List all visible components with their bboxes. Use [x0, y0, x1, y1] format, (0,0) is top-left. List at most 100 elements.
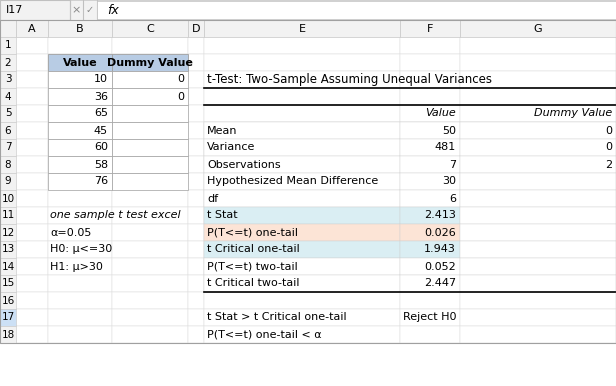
Bar	[460, 37, 616, 54]
Text: 6: 6	[449, 193, 456, 203]
Bar	[16, 173, 48, 190]
Bar	[112, 88, 188, 105]
Bar	[460, 190, 616, 207]
Bar	[188, 207, 204, 224]
Bar	[400, 173, 460, 190]
Bar	[188, 241, 204, 258]
Bar	[400, 190, 460, 207]
Bar	[204, 258, 400, 275]
Text: G: G	[533, 24, 542, 34]
Text: Dummy Value: Dummy Value	[107, 58, 193, 68]
Bar	[16, 71, 48, 88]
Bar	[188, 190, 204, 207]
Bar	[460, 190, 616, 207]
Bar	[400, 207, 460, 224]
Text: t Stat > t Critical one-tail: t Stat > t Critical one-tail	[207, 313, 347, 322]
Bar	[48, 88, 112, 105]
Bar	[460, 88, 616, 105]
Bar	[16, 88, 48, 105]
Bar	[460, 224, 616, 241]
Bar	[48, 105, 112, 122]
Bar	[204, 71, 400, 88]
Bar	[112, 71, 188, 88]
Bar	[460, 139, 616, 156]
Bar	[48, 122, 112, 139]
Bar	[112, 241, 188, 258]
Text: E: E	[299, 24, 306, 34]
Bar	[48, 88, 112, 105]
Bar	[97, 1, 616, 19]
Bar	[0, 0, 616, 20]
Text: B: B	[76, 24, 84, 34]
Bar	[16, 37, 48, 54]
Bar	[188, 258, 204, 275]
Bar	[0, 292, 16, 309]
Bar	[0, 309, 16, 326]
Bar	[204, 54, 400, 71]
Text: t Stat: t Stat	[207, 210, 238, 220]
Bar	[112, 326, 188, 343]
Bar	[0, 20, 16, 37]
Bar	[204, 173, 400, 190]
Bar	[0, 122, 16, 139]
Text: 7: 7	[5, 142, 11, 152]
Text: P(T<=t) one-tail < α: P(T<=t) one-tail < α	[207, 330, 322, 340]
Bar	[112, 88, 188, 105]
Text: 8: 8	[5, 159, 11, 169]
Bar	[0, 105, 16, 122]
Bar	[204, 241, 400, 258]
Bar	[204, 105, 400, 122]
Bar	[188, 309, 204, 326]
Bar	[204, 190, 400, 207]
Text: 76: 76	[94, 176, 108, 186]
Bar	[188, 139, 204, 156]
Bar	[188, 173, 204, 190]
Bar	[204, 88, 400, 105]
Bar	[112, 105, 188, 122]
Bar	[48, 37, 112, 54]
Bar	[48, 224, 112, 241]
Bar	[112, 71, 188, 88]
Text: 1: 1	[5, 41, 11, 51]
Bar	[16, 207, 48, 224]
Bar	[400, 241, 460, 258]
Bar	[16, 190, 48, 207]
Bar	[400, 190, 460, 207]
Bar	[400, 156, 460, 173]
Text: I17: I17	[6, 5, 23, 15]
Bar	[204, 309, 400, 326]
Bar	[48, 156, 112, 173]
Bar	[400, 37, 460, 54]
Bar	[112, 309, 188, 326]
Text: 1.943: 1.943	[424, 244, 456, 254]
Bar	[16, 105, 48, 122]
Bar	[0, 156, 16, 173]
Bar	[460, 224, 616, 241]
Text: 0.052: 0.052	[424, 261, 456, 271]
Bar	[400, 71, 460, 88]
Bar	[400, 54, 460, 71]
Bar	[204, 173, 400, 190]
Bar	[400, 258, 460, 275]
Bar	[460, 156, 616, 173]
Bar	[16, 258, 48, 275]
Bar	[204, 224, 400, 241]
Bar	[204, 122, 400, 139]
Text: 58: 58	[94, 159, 108, 169]
Bar	[400, 224, 460, 241]
Bar	[188, 275, 204, 292]
Bar	[48, 173, 112, 190]
Text: Value: Value	[63, 58, 97, 68]
Text: 65: 65	[94, 108, 108, 119]
Text: 50: 50	[442, 125, 456, 135]
Bar	[112, 105, 188, 122]
Bar	[48, 122, 112, 139]
Text: Variance: Variance	[207, 142, 256, 152]
Text: ✓: ✓	[86, 5, 94, 15]
Bar	[400, 326, 460, 343]
Bar	[112, 139, 188, 156]
Bar	[460, 173, 616, 190]
Bar	[112, 54, 188, 71]
Text: 10: 10	[94, 74, 108, 85]
Bar	[460, 105, 616, 122]
